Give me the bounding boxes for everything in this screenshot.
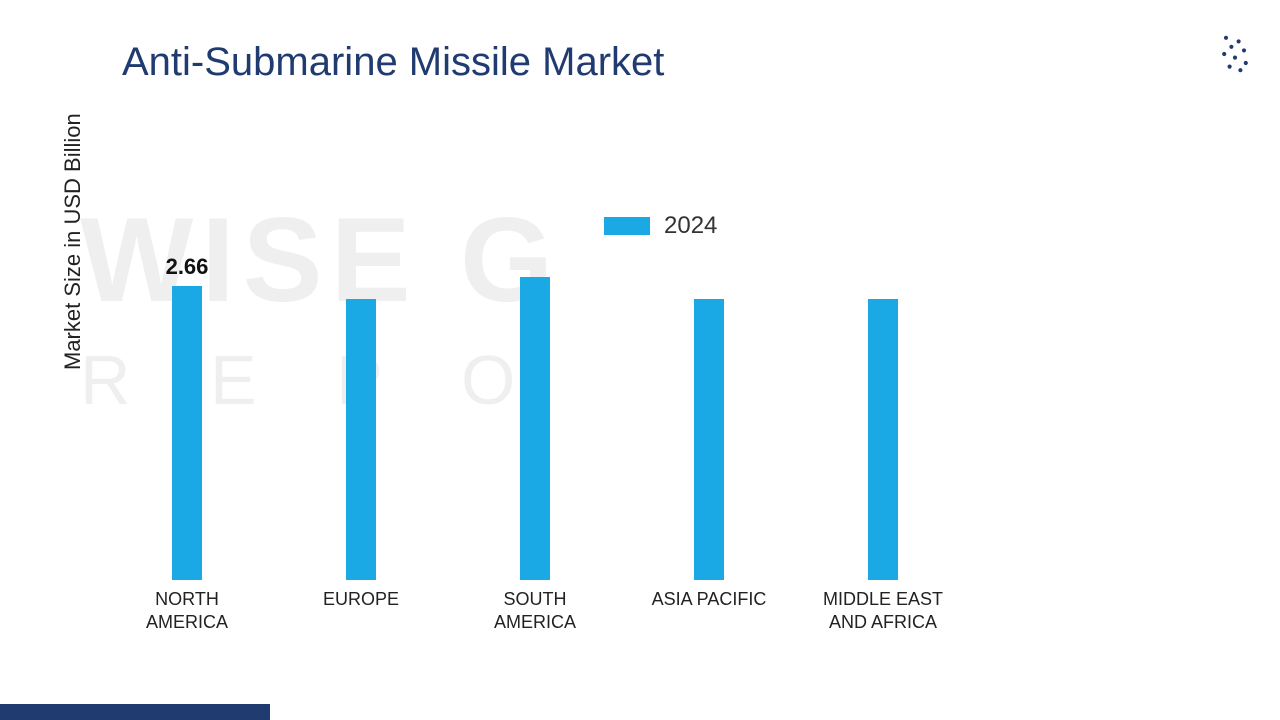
y-axis-label: Market Size in USD Billion [60,113,86,370]
bar [346,299,376,580]
category-label: EUROPE [291,588,431,611]
category-label: NORTH AMERICA [117,588,257,633]
category-label: MIDDLE EAST AND AFRICA [813,588,953,633]
bottom-stripe [0,704,270,720]
chart-title: Anti-Submarine Missile Market [122,40,664,85]
bar [694,299,724,580]
bar [868,299,898,580]
bar [172,286,202,580]
legend-label: 2024 [664,212,717,240]
bar [520,277,550,580]
plot-area: 2.66NORTH AMERICAEUROPESOUTH AMERICAASIA… [100,260,970,580]
bar-value-label: 2.66 [127,254,247,280]
brand-logo: WISE GUY R E P O R T S [1045,18,1252,76]
brand-head-icon [1172,18,1262,108]
legend: 2024 [604,212,717,240]
legend-swatch [604,217,650,235]
category-label: SOUTH AMERICA [465,588,605,633]
canvas: WISE GUY R E P O R T S WISE GUY R E P O … [0,0,1280,720]
right-panel [970,0,1280,720]
category-label: ASIA PACIFIC [639,588,779,611]
